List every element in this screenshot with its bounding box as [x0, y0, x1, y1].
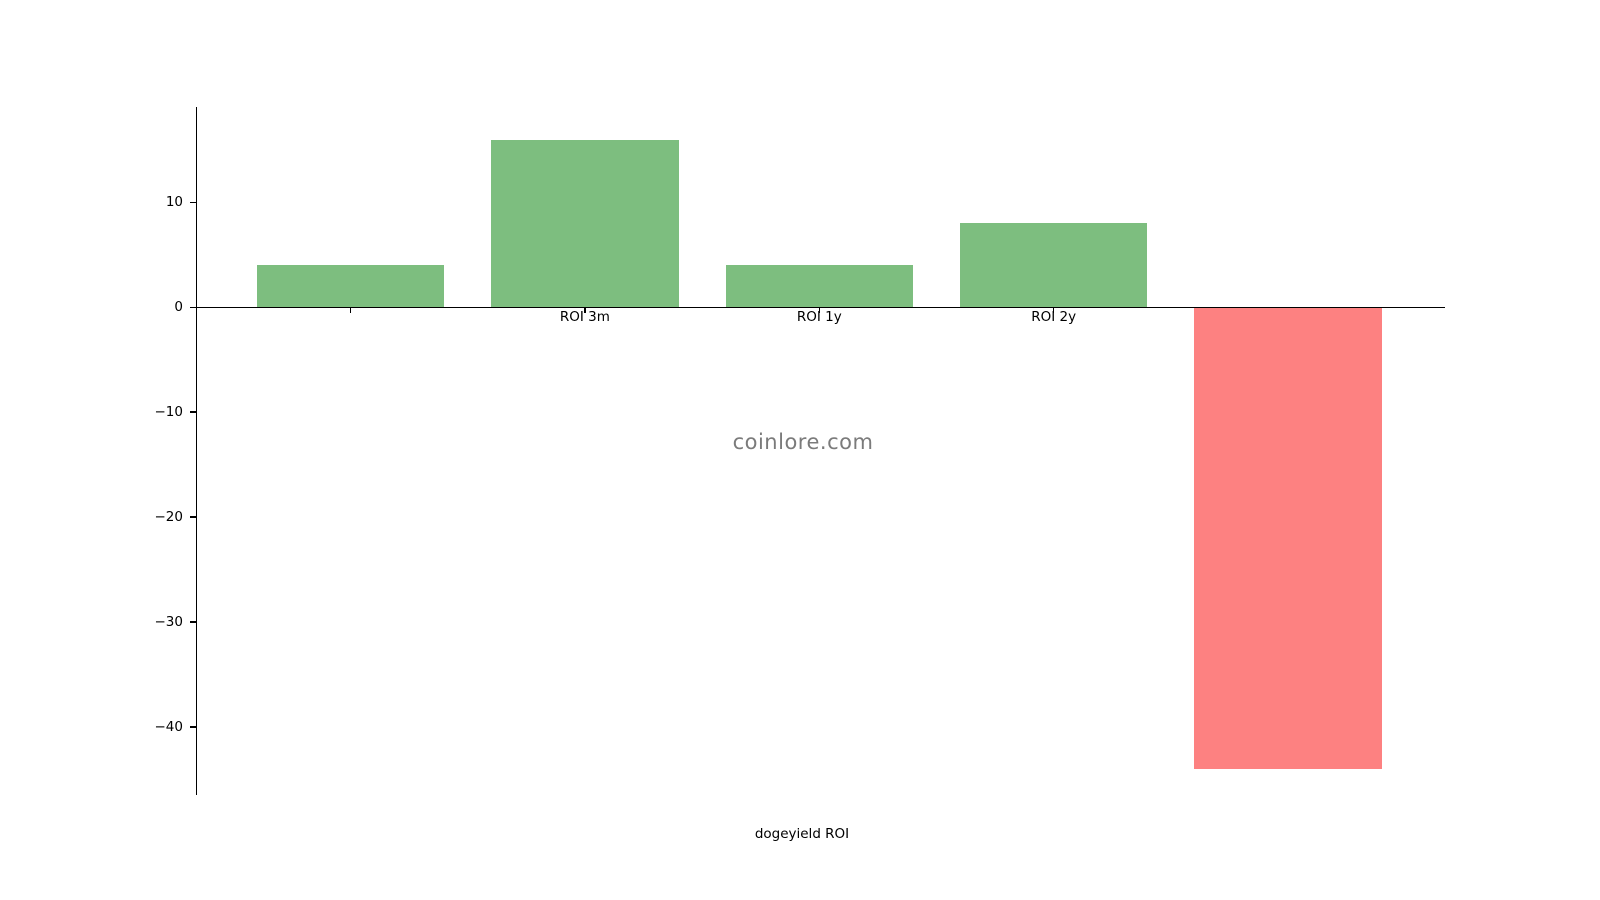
x-axis-tick-label: ROI 1y [796, 309, 842, 326]
y-axis-tick [189, 201, 196, 204]
y-axis-tick-label: −30 [154, 613, 184, 630]
y-axis-tick-label: 0 [174, 299, 183, 316]
y-axis-tick [189, 516, 196, 518]
x-axis-tick [818, 307, 821, 314]
y-axis-tick-label: −10 [154, 404, 184, 421]
x-axis-tick [349, 307, 352, 314]
y-axis-tick [189, 621, 196, 623]
roi-bar-positive [959, 223, 1148, 308]
watermark-text: coinlore.com [732, 430, 874, 454]
roi-bar-positive [725, 265, 914, 308]
roi-bar-positive [491, 139, 679, 308]
y-axis-tick [189, 411, 196, 413]
y-axis-tick [189, 306, 196, 309]
x-axis-tick [1052, 307, 1055, 314]
y-axis-tick [189, 726, 196, 728]
x-axis-tick-label: ROI 2y [1031, 309, 1077, 326]
y-axis-tick-label: 10 [165, 194, 183, 211]
x-axis-zero-line [197, 306, 1445, 309]
roi-bar-positive [256, 265, 445, 308]
y-axis-tick-label: −40 [154, 718, 184, 735]
x-axis-tick-label: ROI 3m [559, 309, 610, 326]
y-axis-spine [195, 107, 197, 795]
x-axis-tick [584, 307, 586, 314]
chart-title: dogeyield ROI [754, 826, 850, 842]
roi-bar-negative [1194, 307, 1382, 769]
y-axis-tick-label: −20 [154, 509, 184, 526]
